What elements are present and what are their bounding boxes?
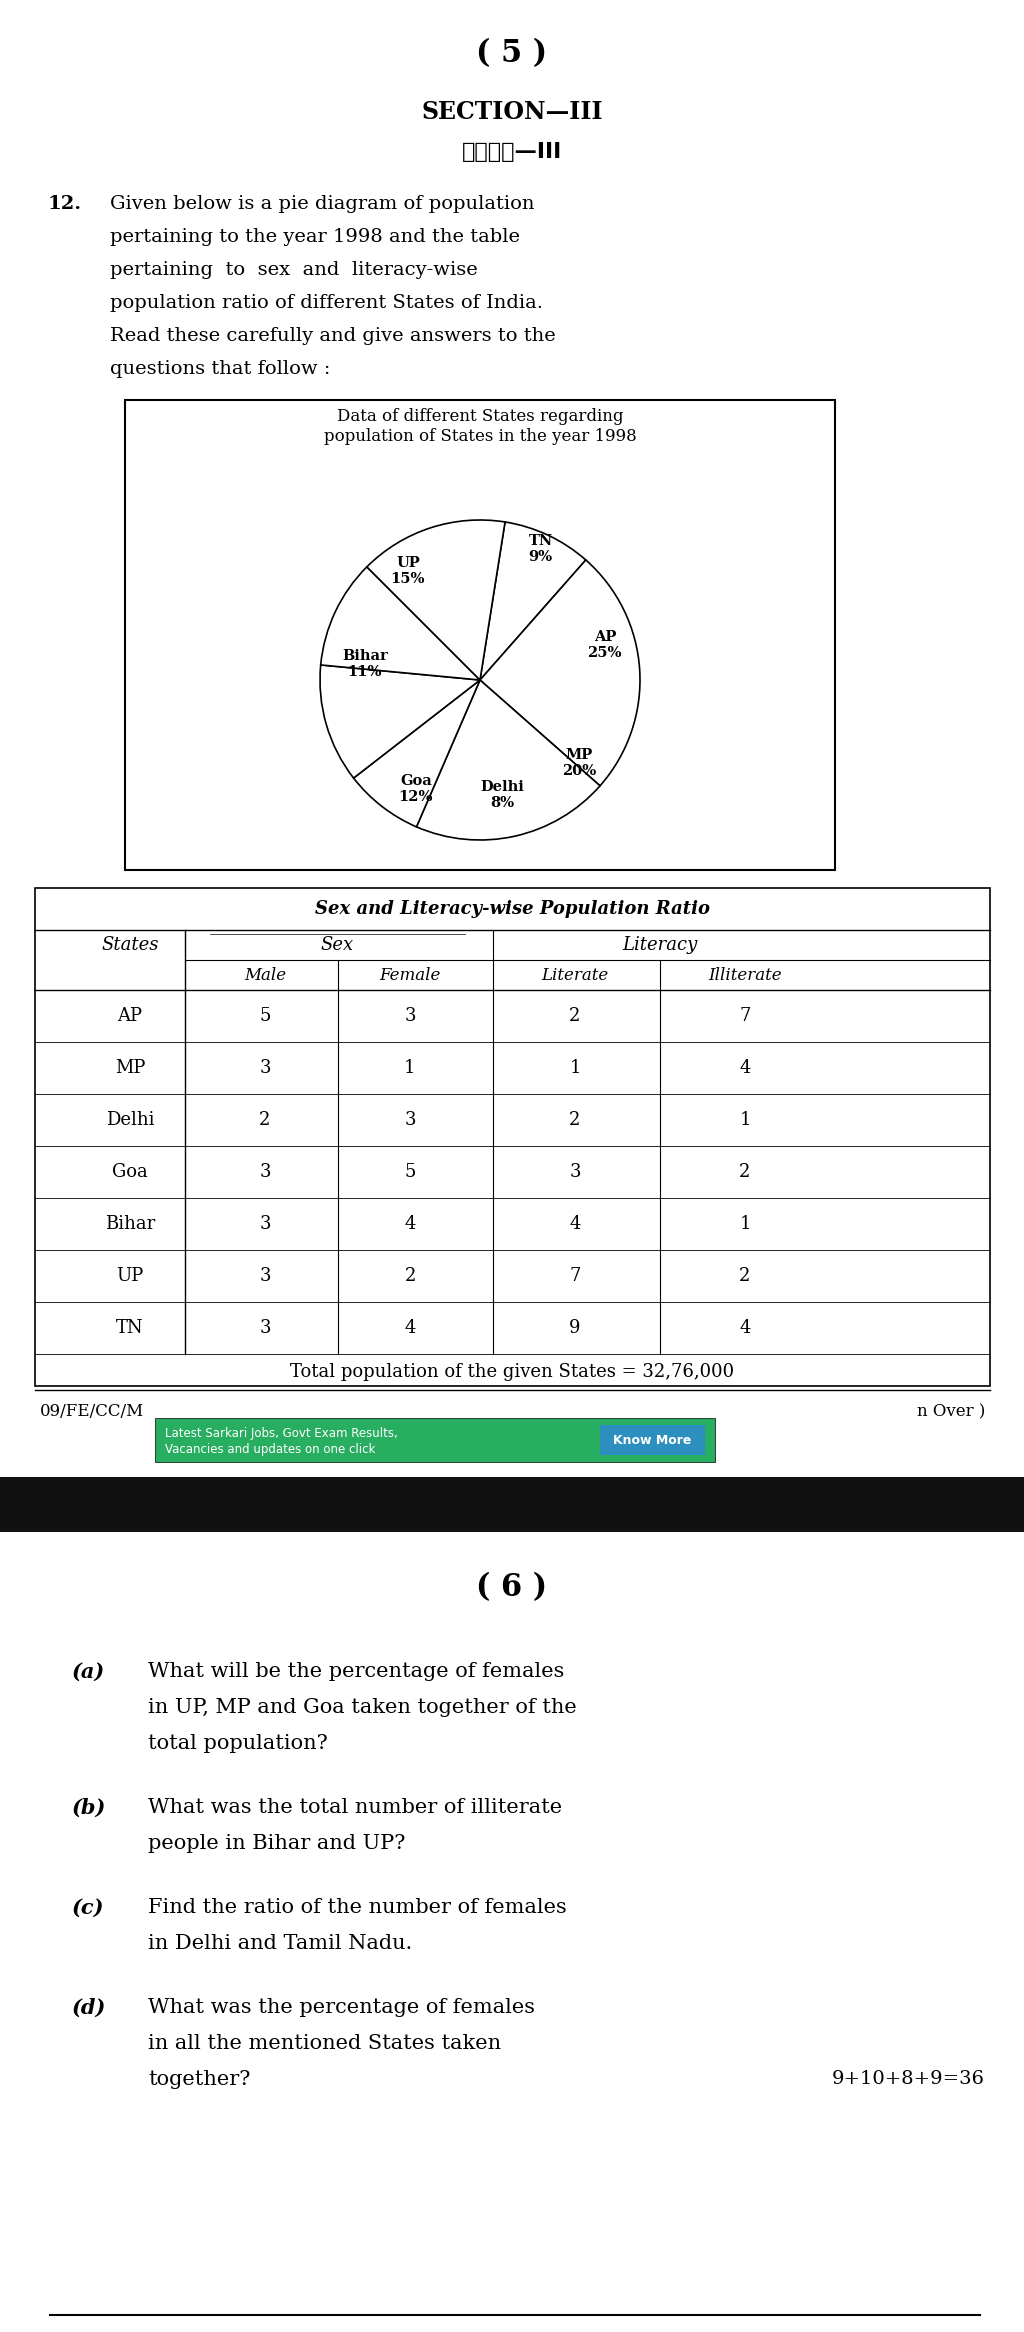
Text: Total population of the given States = 32,76,000: Total population of the given States = 3… xyxy=(291,1362,734,1381)
Text: Sex: Sex xyxy=(321,935,354,954)
Text: AP: AP xyxy=(118,1007,142,1026)
Text: Female: Female xyxy=(379,965,440,984)
Text: 09/FE/CC/M: 09/FE/CC/M xyxy=(40,1404,144,1420)
Text: Bihar: Bihar xyxy=(104,1215,155,1234)
Text: 4: 4 xyxy=(569,1215,581,1234)
Text: Data of different States regarding
population of States in the year 1998: Data of different States regarding popul… xyxy=(324,408,636,445)
Text: pertaining  to  sex  and  literacy-wise: pertaining to sex and literacy-wise xyxy=(110,261,478,280)
Text: SECTION—III: SECTION—III xyxy=(421,100,603,124)
Text: 3: 3 xyxy=(569,1164,581,1180)
Text: Goa
12%: Goa 12% xyxy=(398,774,433,805)
Text: 9+10+8+9=36: 9+10+8+9=36 xyxy=(831,2071,985,2087)
Text: 1: 1 xyxy=(404,1059,416,1077)
Text: 1: 1 xyxy=(569,1059,581,1077)
Text: What was the total number of illiterate: What was the total number of illiterate xyxy=(148,1798,562,1817)
Bar xyxy=(600,1425,705,1455)
Text: (d): (d) xyxy=(72,1999,106,2017)
Wedge shape xyxy=(353,681,480,828)
Text: (a): (a) xyxy=(72,1663,105,1681)
Text: Latest Sarkari Jobs, Govt Exam Results,: Latest Sarkari Jobs, Govt Exam Results, xyxy=(165,1427,397,1441)
Text: ( 5 ): ( 5 ) xyxy=(476,37,548,70)
Text: Given below is a pie diagram of population: Given below is a pie diagram of populati… xyxy=(110,196,535,212)
Text: in UP, MP and Goa taken together of the: in UP, MP and Goa taken together of the xyxy=(148,1698,577,1716)
Text: in all the mentioned States taken: in all the mentioned States taken xyxy=(148,2034,501,2052)
Text: 4: 4 xyxy=(739,1059,751,1077)
Text: 3: 3 xyxy=(259,1320,270,1336)
Text: Bihar
11%: Bihar 11% xyxy=(342,648,388,679)
Text: 9: 9 xyxy=(569,1320,581,1336)
Text: What will be the percentage of females: What will be the percentage of females xyxy=(148,1663,564,1681)
Text: together?: together? xyxy=(148,2071,251,2089)
Text: (b): (b) xyxy=(72,1798,106,1819)
Text: 12.: 12. xyxy=(48,196,82,212)
Text: 4: 4 xyxy=(404,1215,416,1234)
Text: total population?: total population? xyxy=(148,1735,328,1754)
Wedge shape xyxy=(321,567,480,681)
Text: Goa: Goa xyxy=(112,1164,147,1180)
Text: 4: 4 xyxy=(404,1320,416,1336)
Text: Delhi: Delhi xyxy=(105,1110,155,1129)
Wedge shape xyxy=(321,665,480,779)
Text: 3: 3 xyxy=(404,1007,416,1026)
Text: 1: 1 xyxy=(739,1110,751,1129)
Text: Male: Male xyxy=(244,965,286,984)
Text: Literate: Literate xyxy=(542,965,608,984)
Text: 4: 4 xyxy=(739,1320,751,1336)
Text: AP
25%: AP 25% xyxy=(588,630,622,660)
Bar xyxy=(0,1476,1024,1532)
Text: Find the ratio of the number of females: Find the ratio of the number of females xyxy=(148,1898,566,1917)
Wedge shape xyxy=(480,560,640,786)
Text: States: States xyxy=(101,935,159,954)
Text: 3: 3 xyxy=(259,1215,270,1234)
Text: UP
15%: UP 15% xyxy=(391,555,425,585)
Text: 7: 7 xyxy=(739,1007,751,1026)
Bar xyxy=(125,401,835,870)
Text: Know More: Know More xyxy=(612,1434,691,1446)
Text: 2: 2 xyxy=(569,1007,581,1026)
Text: Sex and Literacy-wise Population Ratio: Sex and Literacy-wise Population Ratio xyxy=(315,900,710,919)
Text: n Over ): n Over ) xyxy=(916,1404,985,1420)
Text: MP
20%: MP 20% xyxy=(562,749,596,779)
Wedge shape xyxy=(417,681,600,840)
Text: questions that follow :: questions that follow : xyxy=(110,359,331,378)
Bar xyxy=(155,1418,715,1462)
Text: UP: UP xyxy=(117,1266,143,1285)
Text: 3: 3 xyxy=(404,1110,416,1129)
Text: Illiterate: Illiterate xyxy=(709,965,781,984)
Text: 7: 7 xyxy=(569,1266,581,1285)
Text: 2: 2 xyxy=(739,1266,751,1285)
Text: 2: 2 xyxy=(259,1110,270,1129)
Text: ( 6 ): ( 6 ) xyxy=(476,1572,548,1602)
Text: Read these carefully and give answers to the: Read these carefully and give answers to… xyxy=(110,326,556,345)
Bar xyxy=(35,888,990,1385)
Text: in Delhi and Tamil Nadu.: in Delhi and Tamil Nadu. xyxy=(148,1933,413,1952)
Text: TN: TN xyxy=(116,1320,143,1336)
Text: 5: 5 xyxy=(259,1007,270,1026)
Text: Vacancies and updates on one click: Vacancies and updates on one click xyxy=(165,1444,376,1458)
Text: 2: 2 xyxy=(569,1110,581,1129)
Text: population ratio of different States of India.: population ratio of different States of … xyxy=(110,294,543,312)
Text: 5: 5 xyxy=(404,1164,416,1180)
Text: MP: MP xyxy=(115,1059,145,1077)
Text: Literacy: Literacy xyxy=(623,935,697,954)
Text: (c): (c) xyxy=(72,1898,104,1917)
Wedge shape xyxy=(480,522,586,681)
Text: 3: 3 xyxy=(259,1059,270,1077)
Text: What was the percentage of females: What was the percentage of females xyxy=(148,1999,535,2017)
Text: 2: 2 xyxy=(739,1164,751,1180)
Text: TN
9%: TN 9% xyxy=(528,534,553,564)
Text: 3: 3 xyxy=(259,1266,270,1285)
Text: 2: 2 xyxy=(404,1266,416,1285)
Text: Delhi
8%: Delhi 8% xyxy=(480,781,524,809)
Wedge shape xyxy=(367,520,505,681)
Text: खण्ड—III: खण्ड—III xyxy=(462,142,562,161)
Text: pertaining to the year 1998 and the table: pertaining to the year 1998 and the tabl… xyxy=(110,229,520,245)
Text: 1: 1 xyxy=(739,1215,751,1234)
Text: people in Bihar and UP?: people in Bihar and UP? xyxy=(148,1833,406,1854)
Text: 3: 3 xyxy=(259,1164,270,1180)
